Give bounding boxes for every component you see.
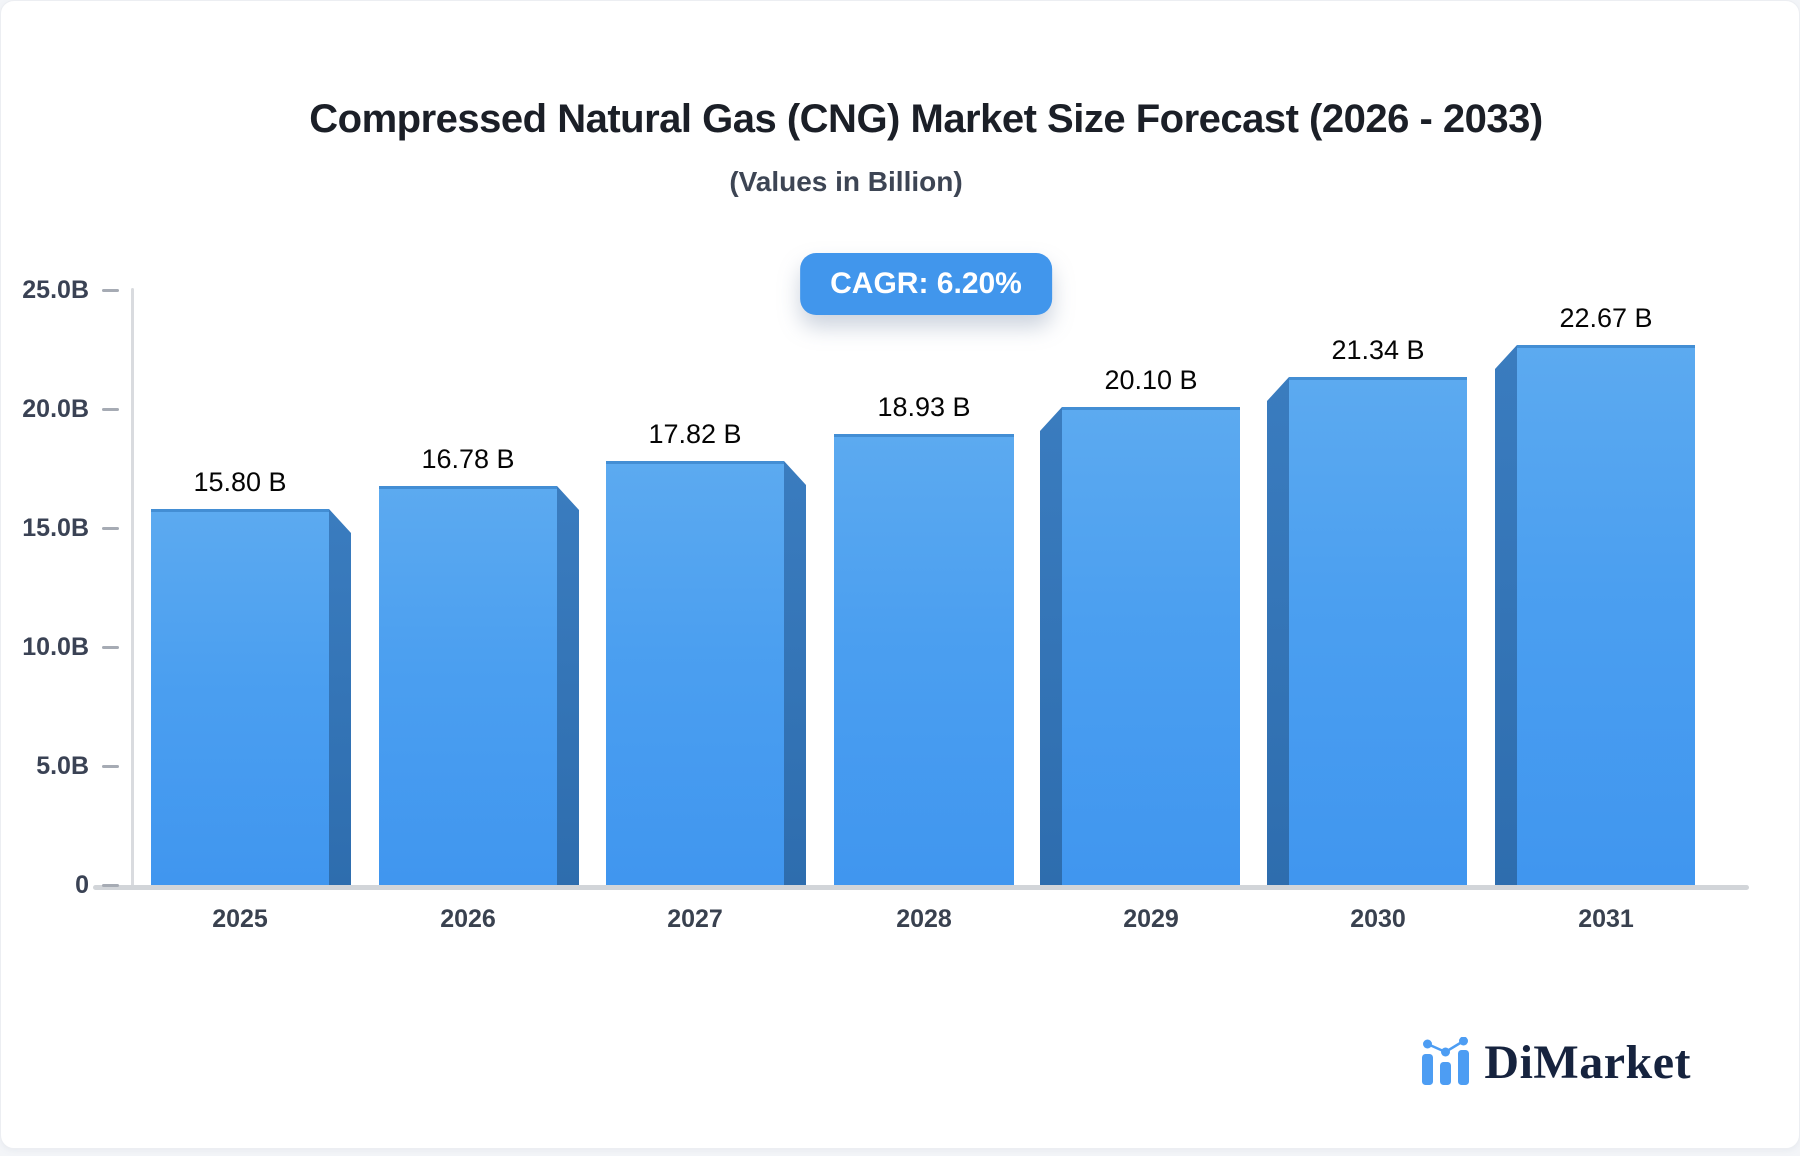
bar-2027 — [606, 461, 784, 885]
dimarket-chart-icon — [1422, 1037, 1470, 1085]
y-axis-tick-mark — [102, 645, 119, 649]
y-axis-tick-label: 20.0B — [22, 395, 89, 423]
x-axis-label-2027: 2027 — [667, 905, 723, 933]
chart-subtitle: (Values in Billion) — [729, 166, 963, 197]
bar-side-2030 — [1267, 377, 1289, 885]
page-title: Compressed Natural Gas (CNG) Market Size… — [309, 97, 1543, 141]
y-axis-line — [131, 288, 134, 887]
bar-side-2031 — [1495, 345, 1517, 885]
x-axis-label-2030: 2030 — [1350, 905, 1406, 933]
y-axis-tick-mark — [102, 764, 119, 768]
brand-name: DiMarket — [1484, 1035, 1691, 1089]
bar-2029 — [1062, 407, 1240, 885]
bar-value-label-2025: 15.80 B — [193, 467, 287, 497]
bar-2028 — [834, 434, 1014, 885]
cagr-badge: CAGR: 6.20% — [800, 253, 1052, 315]
brand-logo: DiMarket — [1420, 1035, 1691, 1089]
bar-value-label-2026: 16.78 B — [421, 444, 515, 474]
bar-side-2025 — [329, 509, 351, 885]
y-axis-tick-mark — [102, 288, 119, 292]
bar-value-label-2030: 21.34 B — [1331, 335, 1425, 365]
bar-value-label-2028: 18.93 B — [877, 392, 971, 422]
bar-value-label-2031: 22.67 B — [1559, 303, 1653, 333]
bar-value-label-2027: 17.82 B — [648, 419, 742, 449]
y-axis-tick-mark — [102, 526, 119, 530]
x-axis-label-2025: 2025 — [212, 905, 268, 933]
y-axis-tick-label: 25.0B — [22, 276, 89, 304]
y-axis-tick-mark — [102, 883, 119, 887]
x-axis-baseline — [93, 885, 1749, 890]
x-axis-label-2028: 2028 — [896, 905, 952, 933]
bar-2031 — [1517, 345, 1695, 885]
bar-2030 — [1289, 377, 1467, 885]
y-axis-tick-label: 5.0B — [36, 752, 89, 780]
x-axis-label-2026: 2026 — [440, 905, 496, 933]
y-axis-tick-label: 10.0B — [22, 633, 89, 661]
bar-2026 — [379, 486, 557, 885]
bar-side-2026 — [557, 486, 579, 885]
y-axis-tick-mark — [102, 407, 119, 411]
bar-side-2029 — [1040, 407, 1062, 885]
bar-side-2027 — [784, 461, 806, 885]
x-axis-label-2031: 2031 — [1578, 905, 1634, 933]
y-axis-tick-label: 0 — [75, 871, 89, 899]
y-axis-tick-label: 15.0B — [22, 514, 89, 542]
bar-value-label-2029: 20.10 B — [1104, 365, 1198, 395]
x-axis-label-2029: 2029 — [1123, 905, 1179, 933]
bar-2025 — [151, 509, 329, 885]
